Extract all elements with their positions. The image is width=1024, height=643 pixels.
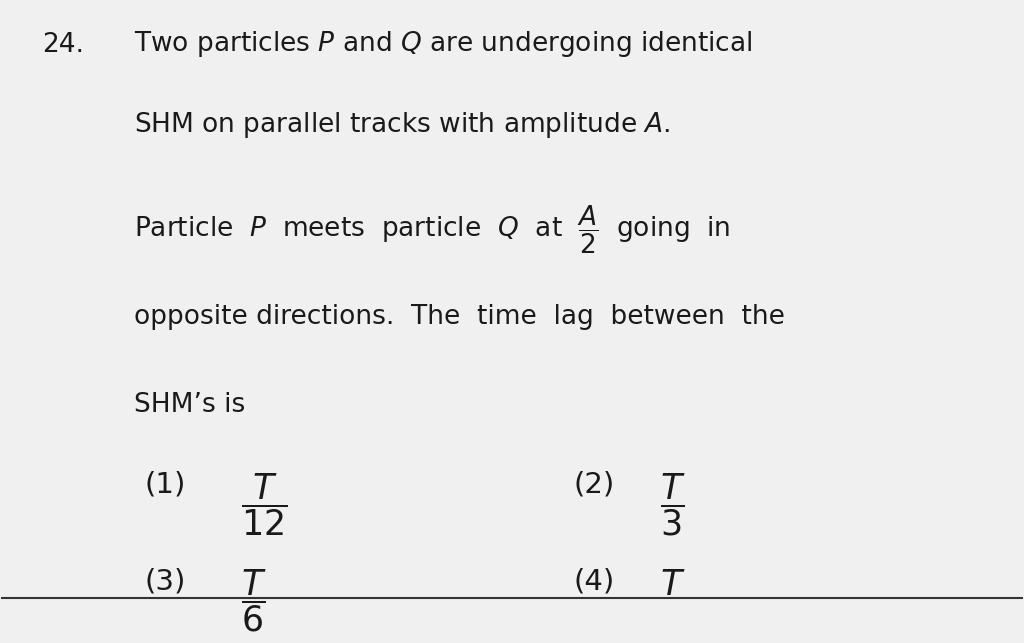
- Text: $T$: $T$: [660, 568, 685, 602]
- Text: SHM’s is: SHM’s is: [134, 392, 246, 418]
- Text: (3): (3): [144, 568, 185, 595]
- Text: opposite directions.  The  time  lag  between  the: opposite directions. The time lag betwee…: [134, 304, 785, 330]
- Text: $\dfrac{T}{6}$: $\dfrac{T}{6}$: [242, 568, 267, 635]
- Text: Two particles $P$ and $Q$ are undergoing identical: Two particles $P$ and $Q$ are undergoing…: [134, 29, 753, 59]
- Text: (2): (2): [573, 471, 614, 499]
- Text: $\dfrac{T}{12}$: $\dfrac{T}{12}$: [242, 471, 288, 538]
- Text: $\dfrac{T}{3}$: $\dfrac{T}{3}$: [660, 471, 685, 538]
- Text: (4): (4): [573, 568, 614, 595]
- Text: Particle  $P$  meets  particle  $Q$  at  $\dfrac{A}{2}$  going  in: Particle $P$ meets particle $Q$ at $\dfr…: [134, 204, 731, 257]
- Text: SHM on parallel tracks with amplitude $A$.: SHM on parallel tracks with amplitude $A…: [134, 111, 671, 140]
- Text: (1): (1): [144, 471, 185, 499]
- Text: 24.: 24.: [42, 32, 84, 58]
